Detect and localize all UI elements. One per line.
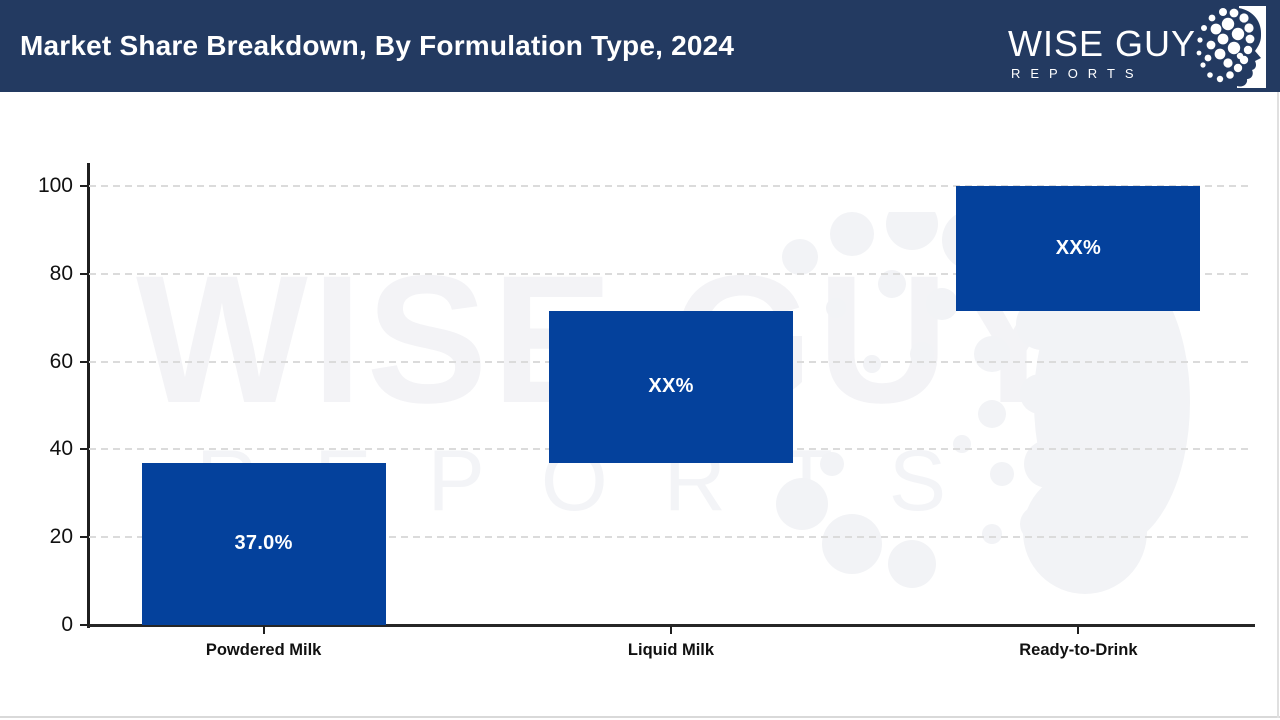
y-axis-tick-0: [80, 624, 89, 626]
bar-powdered-milk: 37.0%: [141, 462, 386, 625]
y-axis-tick-100: [80, 185, 89, 188]
chart-title: Market Share Breakdown, By Formulation T…: [20, 30, 735, 61]
y-axis-tick-20: [80, 536, 89, 539]
logo-face-icon: [1196, 6, 1266, 88]
x-axis-line: [87, 623, 1255, 627]
y-axis-tick-40: [80, 448, 89, 451]
y-axis-label-0: 0: [61, 613, 73, 636]
header-bar: Market Share Breakdown, By Formulation T…: [0, 0, 1280, 92]
y-axis-line: [87, 163, 90, 628]
x-axis-label-liquid-milk: Liquid Milk: [627, 641, 715, 659]
y-axis-label-100: 100: [37, 174, 73, 198]
bottom-border-line: [0, 716, 1280, 718]
y-axis-tick-80: [80, 272, 89, 275]
x-axis-label-powdered-milk: Powdered Milk: [205, 641, 322, 659]
y-axis-tick-60: [80, 360, 89, 363]
bar-value-label: XX%: [648, 375, 694, 398]
bar-liquid-milk: XX%: [549, 310, 793, 463]
wise-guy-logo: WISE GUY REPORTS: [1008, 6, 1266, 88]
logo-wordmark: WISE GUY REPORTS: [1007, 23, 1196, 82]
x-axis-tick-ready-to-drink: [1077, 626, 1080, 634]
x-axis-tick-powdered-milk: [262, 626, 265, 634]
logo-wordmark-line2: REPORTS: [1010, 66, 1144, 81]
gridline-100: [89, 185, 1253, 188]
bar-ready-to-drink: XX%: [956, 186, 1201, 311]
gridline-20: [89, 536, 1253, 539]
y-axis-label-40: 40: [49, 437, 73, 461]
right-border-line: [1277, 92, 1279, 718]
x-axis-tick-liquid-milk: [670, 626, 672, 634]
y-axis-label-60: 60: [49, 349, 73, 373]
gridline-80: [89, 272, 1253, 275]
y-axis-label-80: 80: [49, 261, 73, 285]
x-axis-label-ready-to-drink: Ready-to-Drink: [1019, 641, 1138, 659]
y-axis-label-20: 20: [49, 525, 73, 549]
bar-value-label: XX%: [1055, 236, 1102, 259]
plot-area: 0 20 40 60 80 100 37.0% Powdered Milk XX% Liquid …: [38, 163, 1255, 659]
logo-wordmark-line1: WISE GUY: [1007, 23, 1196, 64]
bar-value-label: 37.0%: [234, 532, 293, 555]
